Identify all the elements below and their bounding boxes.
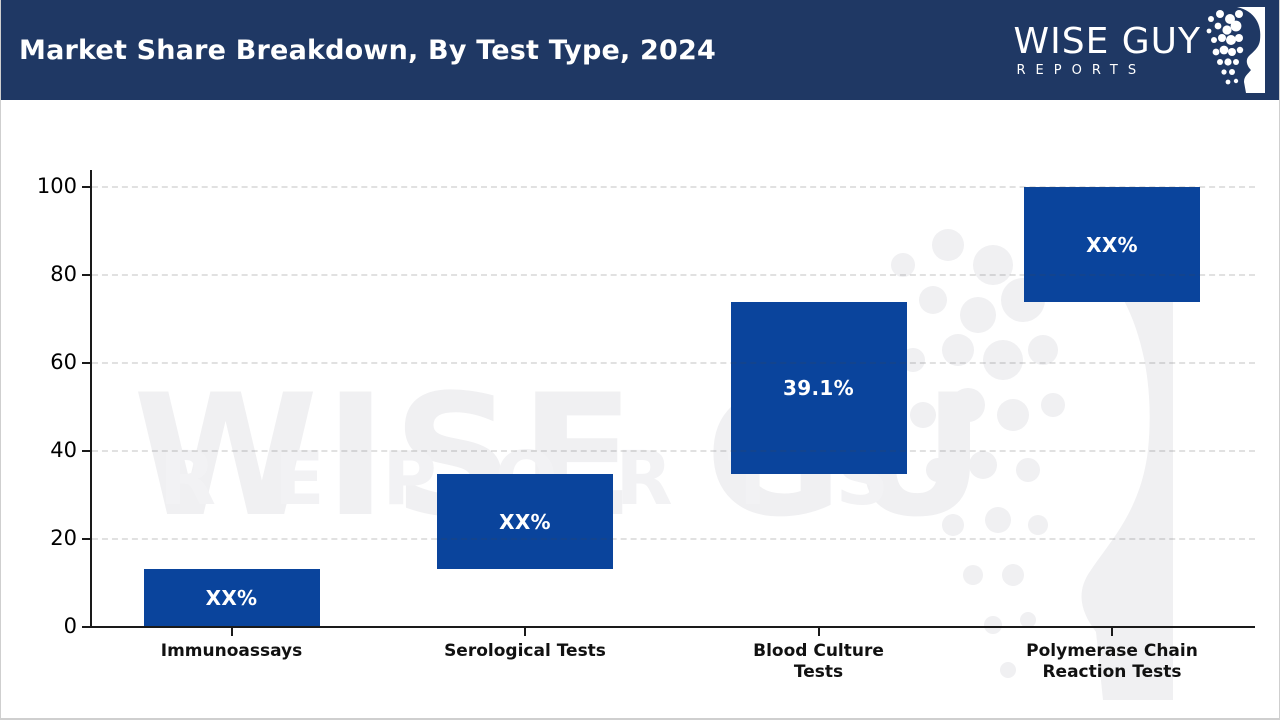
y-tick-0 <box>82 626 90 628</box>
chart-title: Market Share Breakdown, By Test Type, 20… <box>19 34 717 66</box>
y-tick-40 <box>82 450 90 452</box>
x-category-label-blood-culture-tests: Blood Culture Tests <box>753 641 884 682</box>
x-tick-serological-tests <box>524 628 526 636</box>
logo-face-icon <box>1206 7 1265 93</box>
y-tick-20 <box>82 538 90 540</box>
logo-text: WISE GUY REPORTS <box>1013 20 1202 78</box>
gridline-60 <box>92 362 1255 364</box>
y-tick-label-20: 20 <box>50 526 77 550</box>
x-tick-immunoassays <box>230 628 233 636</box>
bar-blood-culture-tests: 39.1% <box>730 302 907 475</box>
x-axis-spine <box>89 626 1255 628</box>
y-tick-60 <box>82 362 90 364</box>
gridline-20 <box>92 538 1255 540</box>
bar-polymerase-chain-reaction-tests: XX% <box>1024 187 1200 303</box>
y-axis-spine <box>90 170 92 628</box>
x-category-label-serological-tests: Serological Tests <box>444 641 606 661</box>
wiseguy-logo: WISE GUY REPORTS <box>1013 7 1265 93</box>
gridline-100 <box>92 186 1255 188</box>
gridline-40 <box>92 450 1255 452</box>
bar-serological-tests: XX% <box>437 474 613 569</box>
logo-wordmark: WISE GUY <box>1013 20 1201 62</box>
y-tick-label-80: 80 <box>50 262 77 286</box>
bar-value-label-polymerase-chain-reaction-tests: XX% <box>1086 232 1138 257</box>
header: Market Share Breakdown, By Test Type, 20… <box>1 0 1279 100</box>
bar-value-label-blood-culture-tests: 39.1% <box>783 376 854 401</box>
bar-value-label-serological-tests: XX% <box>499 509 551 534</box>
y-tick-label-60: 60 <box>50 350 77 374</box>
y-tick-label-100: 100 <box>36 174 77 198</box>
x-tick-polymerase-chain-reaction-tests <box>1111 628 1113 636</box>
y-tick-100 <box>82 186 90 188</box>
bar-value-label-immunoassays: XX% <box>205 585 258 610</box>
bar-immunoassays: XX% <box>143 568 320 627</box>
y-tick-label-0: 0 <box>63 614 77 638</box>
gridline-80 <box>92 274 1255 276</box>
x-category-label-polymerase-chain-reaction-tests: Polymerase Chain Reaction Tests <box>1026 641 1198 682</box>
y-tick-80 <box>82 274 90 276</box>
logo-subtitle: REPORTS <box>1016 62 1147 78</box>
y-tick-label-40: 40 <box>50 438 77 462</box>
x-tick-blood-culture-tests <box>817 628 820 636</box>
x-category-label-immunoassays: Immunoassays <box>160 641 303 661</box>
